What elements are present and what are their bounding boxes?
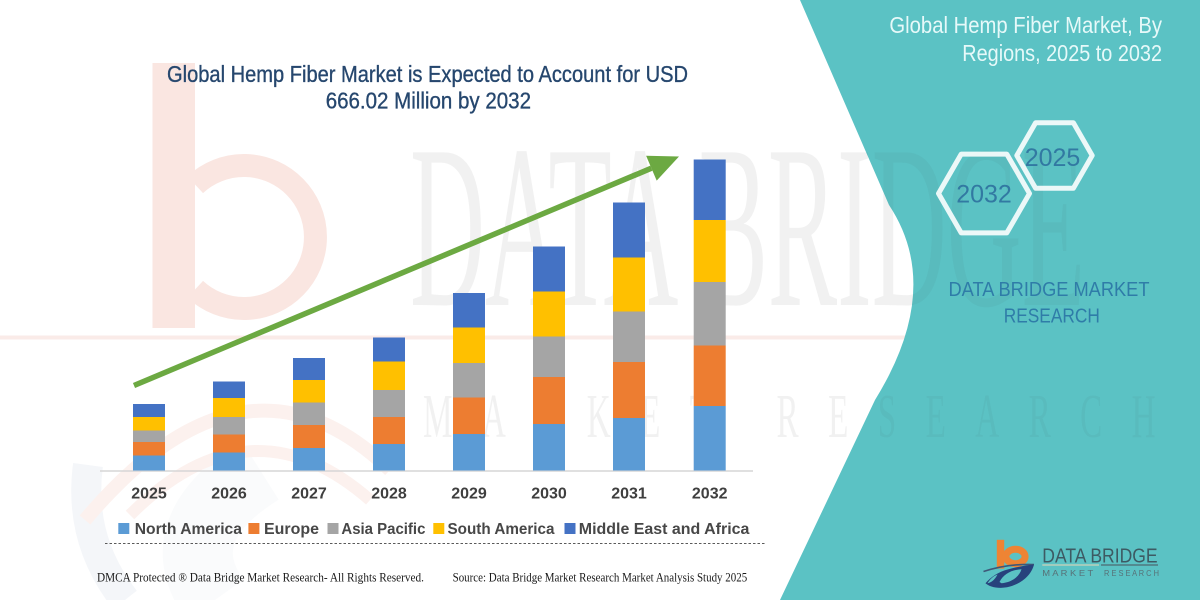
- svg-text:Source: Data Bridge Market Res: Source: Data Bridge Market Research Mark…: [453, 571, 748, 585]
- svg-text:DMCA Protected ® Data Bridge M: DMCA Protected ® Data Bridge Market Rese…: [97, 571, 424, 585]
- svg-text:Global Hemp Fiber Market is Ex: Global Hemp Fiber Market is Expected to …: [167, 61, 688, 87]
- svg-text:Global Hemp Fiber Market, By: Global Hemp Fiber Market, By: [889, 12, 1162, 38]
- svg-text:2028: 2028: [371, 486, 407, 503]
- svg-text:DATA BRIDGE: DATA BRIDGE: [1042, 546, 1157, 568]
- svg-text:Asia Pacific: Asia Pacific: [341, 521, 425, 538]
- svg-text:2032: 2032: [692, 486, 728, 503]
- svg-text:2025: 2025: [131, 486, 167, 503]
- svg-text:M A R K E T: M A R K E T: [1042, 568, 1093, 578]
- svg-text:South America: South America: [448, 521, 555, 538]
- svg-text:2026: 2026: [211, 486, 247, 503]
- svg-text:North America: North America: [135, 521, 242, 538]
- svg-text:MARKET RESEARCH: MARKET RESEARCH: [423, 383, 1185, 451]
- svg-text:2029: 2029: [451, 486, 487, 503]
- svg-text:R E S E A R C H: R E S E A R C H: [1104, 568, 1159, 578]
- svg-text:Europe: Europe: [264, 521, 319, 538]
- svg-text:2025: 2025: [1025, 144, 1081, 172]
- svg-text:RESEARCH: RESEARCH: [1004, 305, 1100, 328]
- svg-text:DATA BRIDGE MARKET: DATA BRIDGE MARKET: [949, 278, 1150, 301]
- svg-text:Regions, 2025 to 2032: Regions, 2025 to 2032: [962, 40, 1162, 66]
- svg-text:DATA BRIDGE: DATA BRIDGE: [410, 98, 1085, 356]
- svg-text:Middle East and Africa: Middle East and Africa: [579, 521, 750, 538]
- svg-text:2030: 2030: [531, 486, 567, 503]
- svg-text:2027: 2027: [291, 486, 327, 503]
- svg-text:2032: 2032: [956, 181, 1012, 209]
- svg-text:666.02 Million by 2032: 666.02 Million by 2032: [326, 88, 531, 114]
- svg-text:2031: 2031: [611, 486, 647, 503]
